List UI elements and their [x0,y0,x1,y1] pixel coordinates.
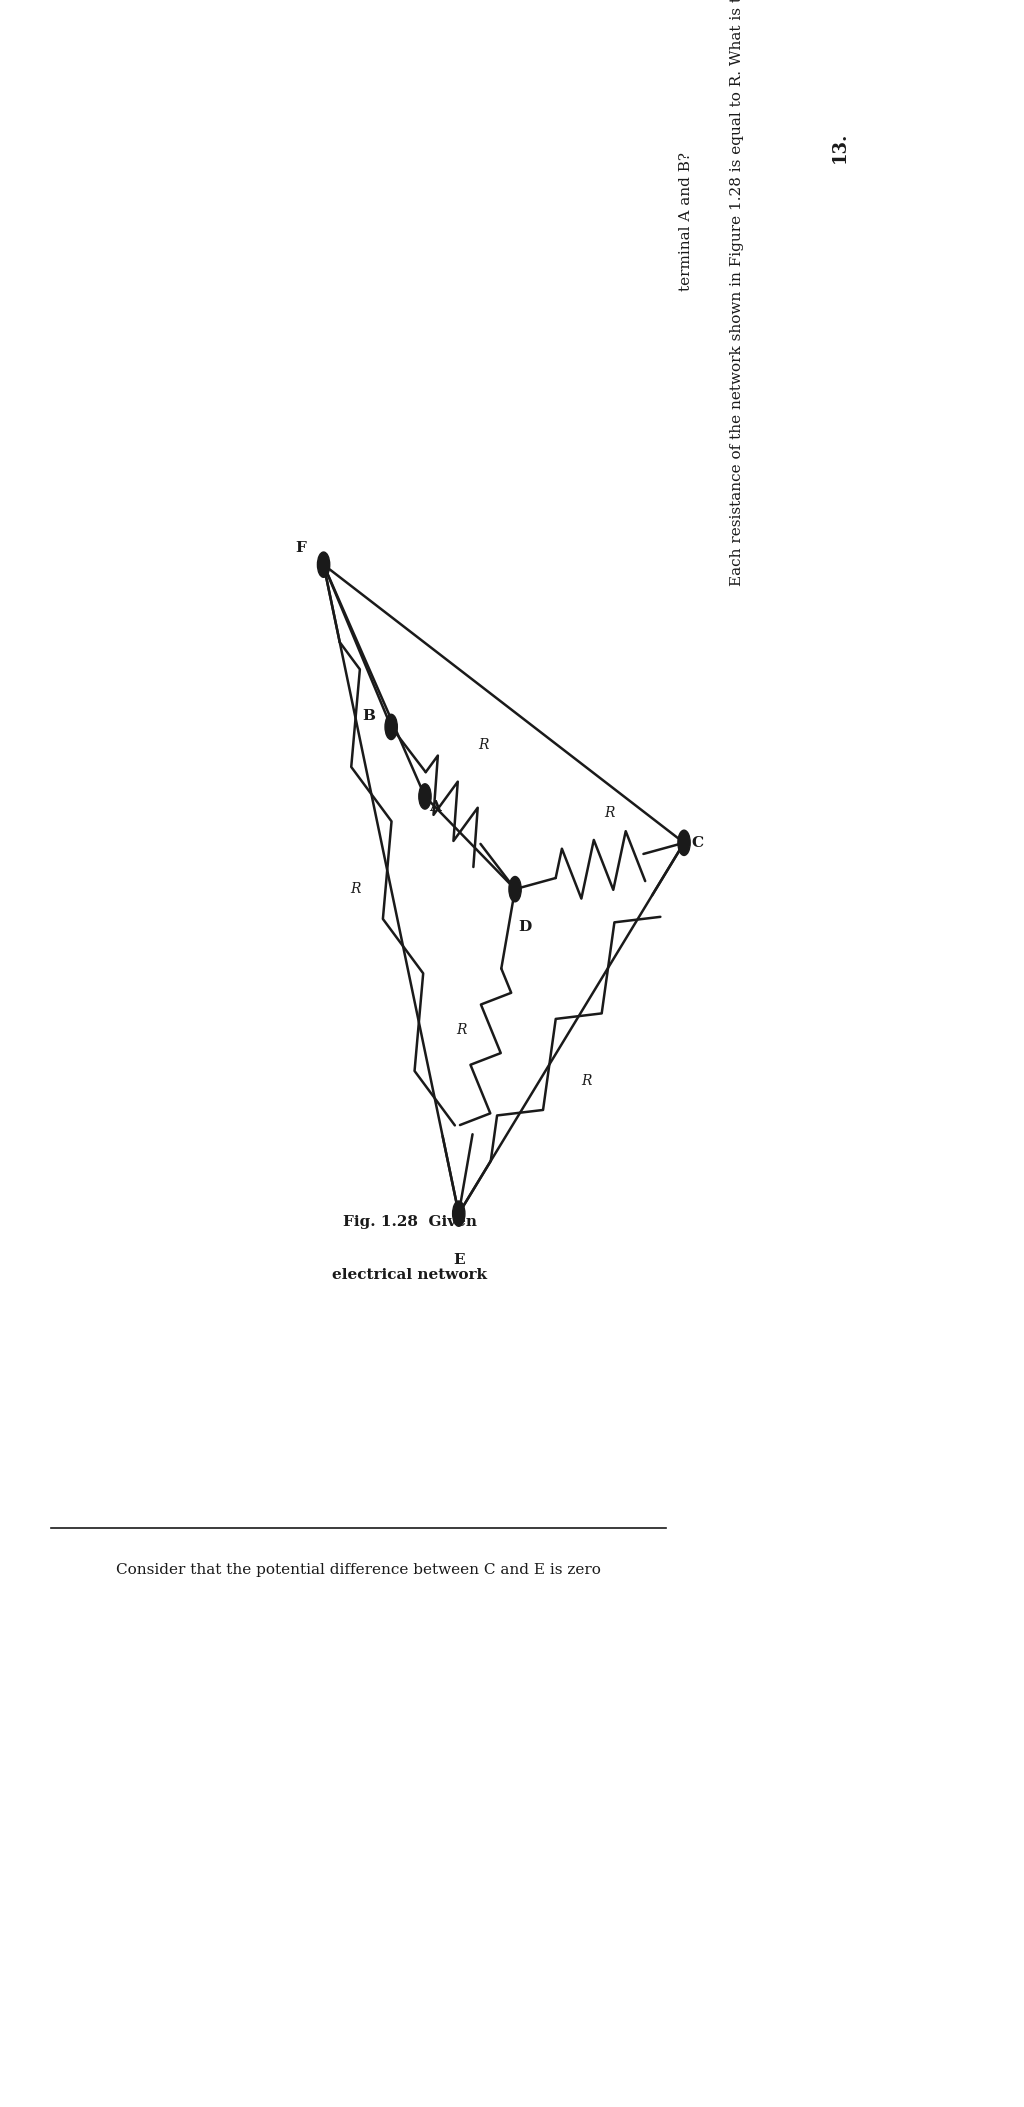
Text: D: D [519,921,531,933]
Text: B: B [362,710,375,723]
Circle shape [509,877,521,902]
Text: R: R [350,883,360,895]
Text: E: E [453,1254,465,1266]
Circle shape [453,1201,465,1226]
Circle shape [678,830,690,855]
Text: C: C [691,836,703,849]
Text: Consider that the potential difference between C and E is zero: Consider that the potential difference b… [116,1563,601,1576]
Text: Fig. 1.28  Given: Fig. 1.28 Given [343,1216,476,1228]
Text: electrical network: electrical network [332,1268,487,1281]
Circle shape [317,552,330,577]
Circle shape [419,784,431,809]
Text: R: R [478,737,489,752]
Circle shape [385,714,397,740]
Text: F: F [296,541,306,554]
Text: Each resistance of the network shown in Figure 1.28 is equal to R. What is the r: Each resistance of the network shown in … [730,0,744,586]
Text: R: R [456,1024,467,1037]
Text: R: R [582,1075,592,1087]
Text: terminal A and B?: terminal A and B? [679,152,693,291]
Text: R: R [604,807,615,820]
Text: 13.: 13. [830,133,849,162]
Text: A: A [429,801,441,813]
